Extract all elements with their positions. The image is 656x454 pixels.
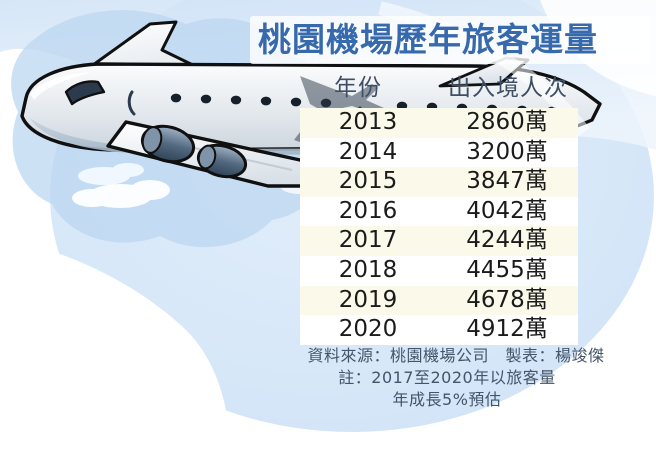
cell-year: 2017 <box>338 227 398 254</box>
cell-year: 2020 <box>338 316 398 343</box>
cell-year: 2016 <box>338 197 398 224</box>
cell-year: 2015 <box>338 168 398 195</box>
white-bottom-right <box>560 370 656 454</box>
cell-value: 4042萬 <box>466 197 548 224</box>
white-bottom-left-2 <box>0 300 190 454</box>
note-line-1: 註：2017至2020年以旅客量 <box>338 368 556 387</box>
table-row: 2014 3200萬 <box>300 137 578 168</box>
page-title: 桃園機場歷年旅客運量 <box>258 20 598 59</box>
table-row: 2020 4912萬 <box>300 315 578 345</box>
plane-cockpit-window <box>64 80 106 106</box>
plane-engine-outer <box>196 143 248 179</box>
table-row: 2013 2860萬 <box>300 108 578 138</box>
column-header-year: 年份 <box>334 75 382 101</box>
note-line-2: 年成長5%預估 <box>392 390 502 409</box>
title-band <box>250 16 650 64</box>
table-row: 2016 4042萬 <box>300 196 578 227</box>
column-header-value: 出入境人次 <box>448 75 568 101</box>
cell-value: 3847萬 <box>466 168 548 195</box>
cell-year: 2013 <box>338 109 398 135</box>
cell-value: 4912萬 <box>466 316 548 343</box>
source-line: 資料來源：桃園機場公司 製表：楊竣傑 <box>307 346 605 365</box>
table-header-row: 年份 出入境人次 <box>300 70 578 108</box>
plane-front-door <box>127 90 136 116</box>
cell-year: 2018 <box>338 256 398 283</box>
cell-value: 2860萬 <box>466 109 548 135</box>
table-row: 2015 3847萬 <box>300 167 578 197</box>
passenger-volume-table: 年份 出入境人次 2013 2860萬 2014 3200萬 2015 3847… <box>300 70 578 345</box>
table-row: 2019 4678萬 <box>300 285 578 316</box>
cell-year: 2014 <box>338 138 398 165</box>
table-row: 2017 4244萬 <box>300 226 578 256</box>
plane-engine-inner <box>140 124 196 164</box>
cell-year: 2019 <box>338 286 398 313</box>
cell-value: 4678萬 <box>466 286 548 313</box>
cell-value: 3200萬 <box>466 138 548 165</box>
footer-block: 資料來源：桃園機場公司 製表：楊竣傑 註：2017至2020年以旅客量 年成長5… <box>200 345 656 411</box>
table-row: 2018 4455萬 <box>300 255 578 286</box>
cell-value: 4244萬 <box>466 227 548 254</box>
cell-value: 4455萬 <box>466 256 548 283</box>
plane-nose-highlight <box>30 72 92 100</box>
table-body: 2013 2860萬 2014 3200萬 2015 3847萬 2016 40… <box>300 108 578 345</box>
